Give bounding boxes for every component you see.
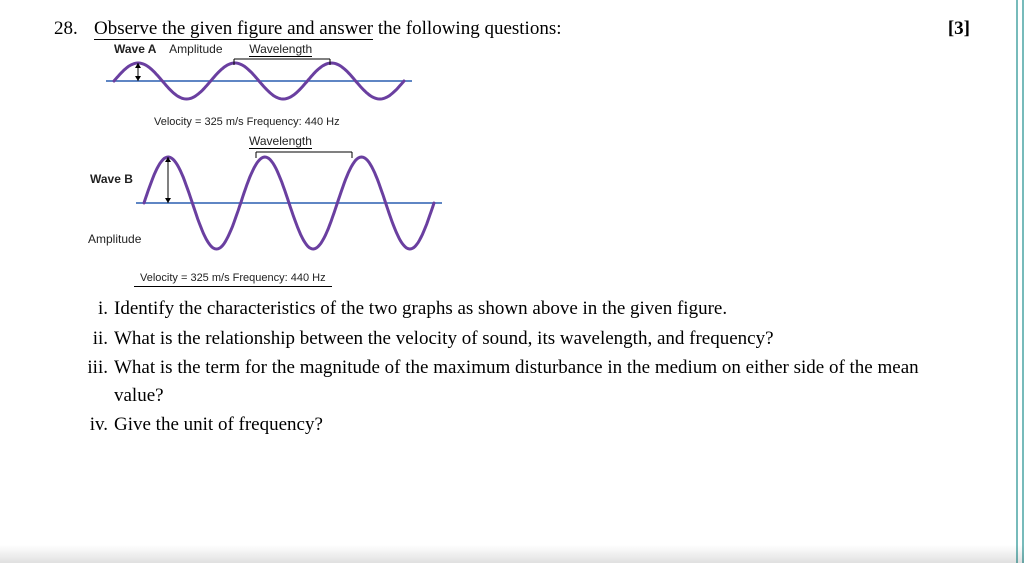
question-title-underlined: Observe the given figure and answer	[94, 18, 373, 40]
text-iv: Give the unit of frequency?	[114, 411, 970, 439]
question-body: Observe the given figure and answer the …	[94, 18, 888, 40]
question-number: 28.	[54, 18, 94, 40]
question-header-row: 28. Observe the given figure and answer …	[54, 18, 970, 40]
wave-b-name: Wave B	[90, 172, 133, 186]
sub-question-i: i. Identify the characteristics of the t…	[84, 295, 970, 323]
marks-badge: [3]	[948, 18, 970, 40]
text-iii: What is the term for the magnitude of th…	[114, 354, 970, 409]
text-ii: What is the relationship between the vel…	[114, 325, 970, 353]
page-right-border	[1016, 0, 1024, 563]
question-block: 28. Observe the given figure and answer …	[0, 0, 1024, 439]
sub-question-iv: iv. Give the unit of frequency?	[84, 411, 970, 439]
sub-question-list: i. Identify the characteristics of the t…	[84, 295, 970, 439]
roman-iii: iii.	[84, 354, 114, 409]
sub-question-iii: iii. What is the term for the magnitude …	[84, 354, 970, 409]
roman-ii: ii.	[84, 325, 114, 353]
wave-b-amplitude-label: Amplitude	[88, 232, 141, 246]
roman-i: i.	[84, 295, 114, 323]
wave-b-container: Wave B Amplitude	[94, 148, 970, 268]
wave-a-header: Wave A Amplitude Wavelength	[114, 42, 970, 56]
wave-b-wavelength-label: Wavelength	[249, 134, 312, 149]
wave-a-caption: Velocity = 325 m/s Frequency: 440 Hz	[154, 116, 970, 128]
question-title-rest: the following questions:	[373, 18, 561, 39]
wave-b-caption: Velocity = 325 m/s Frequency: 440 Hz	[134, 272, 332, 284]
wave-a-diagram	[94, 56, 424, 111]
figure-block: Wave A Amplitude Wavelength Velocity = 3…	[94, 42, 970, 287]
wave-a-name: Wave A	[114, 42, 156, 56]
roman-iv: iv.	[84, 411, 114, 439]
wave-b-diagram	[134, 148, 464, 263]
wave-b-wavelength-row: Wavelength	[249, 134, 970, 148]
sub-question-ii: ii. What is the relationship between the…	[84, 325, 970, 353]
text-i: Identify the characteristics of the two …	[114, 295, 970, 323]
wave-a-wavelength-label: Wavelength	[249, 42, 312, 57]
wave-a-amplitude-label: Amplitude	[169, 42, 222, 56]
page-bottom-shadow	[0, 545, 1024, 563]
